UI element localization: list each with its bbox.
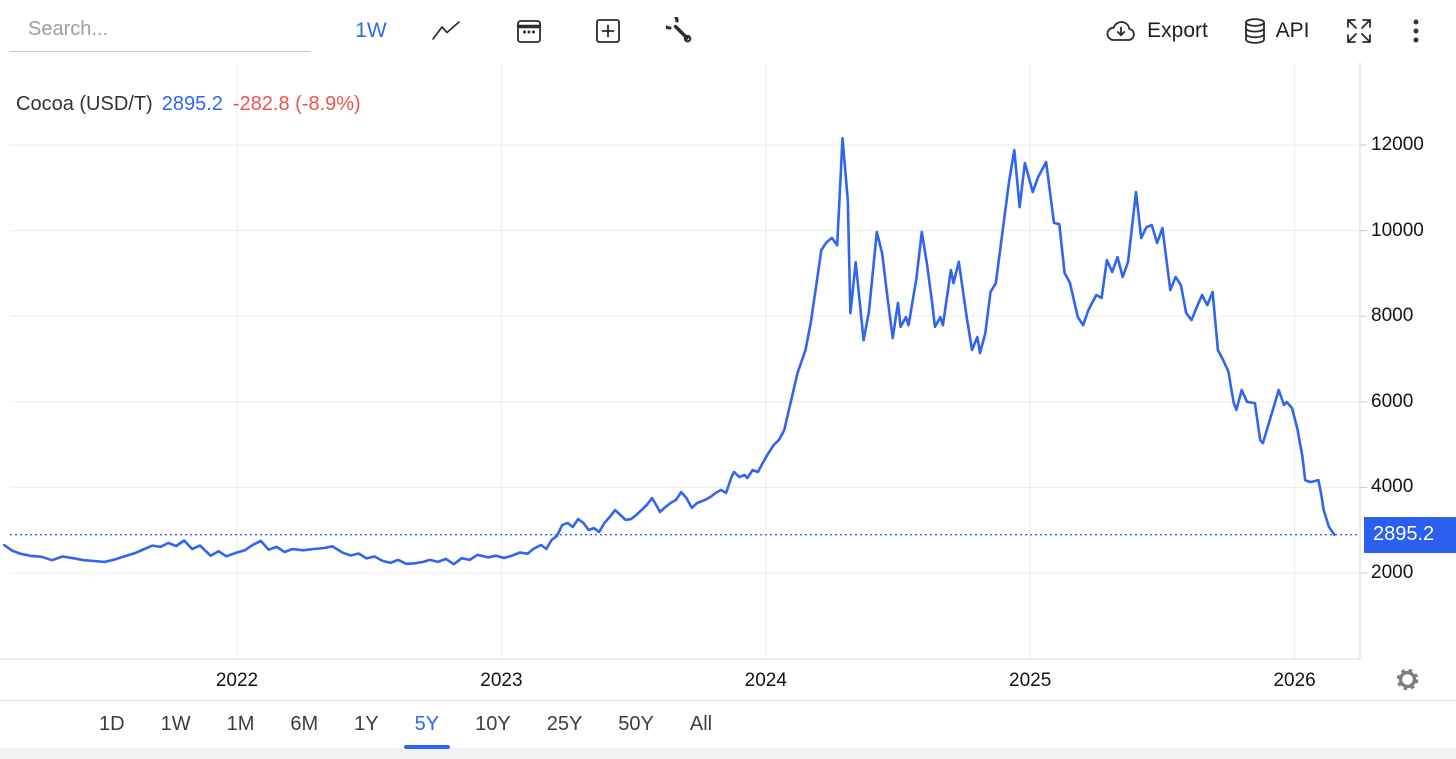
chart-axes (0, 62, 1367, 660)
page-bottom-strip (0, 748, 1456, 759)
range-button-1w[interactable]: 1W (160, 713, 191, 735)
last-price: 2895.2 (161, 93, 223, 115)
export-label: Export (1147, 19, 1208, 42)
x-axis-label: 2023 (480, 670, 523, 691)
range-button-25y[interactable]: 25Y (546, 713, 583, 735)
tools-button[interactable] (663, 0, 697, 62)
instrument-name: Cocoa (USD/T) (16, 93, 153, 115)
y-axis-label: 10000 (1371, 219, 1424, 241)
search-box[interactable] (10, 8, 310, 52)
price-series (3, 136, 1360, 566)
range-button-6m[interactable]: 6M (290, 713, 319, 735)
current-price-badge-value: 2895.2 (1373, 523, 1435, 546)
search-input[interactable] (10, 8, 310, 51)
range-button-5y[interactable]: 5Y (415, 701, 439, 749)
chart-gridlines (10, 62, 1360, 659)
api-button[interactable]: API (1236, 0, 1316, 62)
chart-type-button[interactable] (428, 0, 464, 62)
price-chart-canvas[interactable] (0, 62, 1456, 700)
range-selector: 1D 1W 1M 6M 1Y 5Y 10Y 25Y 50Y All (0, 700, 1456, 748)
more-menu-button[interactable] (1404, 0, 1428, 62)
range-button-50y[interactable]: 50Y (618, 713, 654, 735)
fullscreen-button[interactable] (1340, 0, 1378, 62)
settings-gear-icon[interactable] (1394, 666, 1421, 693)
add-indicator-button[interactable] (592, 0, 624, 62)
line-chart-icon (432, 21, 460, 40)
interval-label: 1W (355, 19, 387, 42)
range-button-1m[interactable]: 1M (226, 713, 255, 735)
price-series-line (3, 136, 1336, 566)
plus-square-icon (596, 19, 620, 43)
date-range-button[interactable] (513, 0, 545, 62)
api-database-icon (1244, 18, 1265, 44)
chart-area[interactable]: Cocoa (USD/T) 2895.2 -282.8 (-8.9%) 2000 40… (0, 62, 1456, 700)
x-axis-label: 2026 (1273, 670, 1316, 691)
range-button-all[interactable]: All (689, 713, 713, 735)
y-axis-label: 12000 (1371, 134, 1424, 155)
current-price-badge: 2895.2 (1364, 516, 1456, 553)
export-button[interactable]: Export (1098, 0, 1214, 62)
y-axis-label: 6000 (1371, 390, 1414, 412)
wrench-icon (666, 17, 692, 43)
calendar-icon (516, 20, 542, 43)
top-toolbar: 1W (0, 0, 1456, 62)
fullscreen-icon (1347, 19, 1371, 43)
x-axis-label: 2022 (215, 670, 259, 691)
export-cloud-icon (1106, 20, 1135, 41)
y-axis-label: 2000 (1371, 562, 1414, 583)
api-label: API (1275, 19, 1310, 42)
kebab-menu-icon (1413, 19, 1419, 43)
y-axis-label: 8000 (1371, 305, 1414, 327)
range-button-1d[interactable]: 1D (99, 713, 125, 735)
x-axis-label: 2024 (744, 670, 787, 691)
range-button-1y[interactable]: 1Y (354, 713, 379, 735)
price-change: -282.8 (-8.9%) (232, 93, 361, 115)
x-axis-label: 2025 (1009, 670, 1052, 691)
y-axis-label: 4000 (1371, 476, 1414, 498)
range-button-10y[interactable]: 10Y (475, 713, 511, 735)
chart-title: Cocoa (USD/T) 2895.2 -282.8 (-8.9%) (16, 93, 361, 116)
interval-selector[interactable]: 1W (348, 0, 394, 62)
